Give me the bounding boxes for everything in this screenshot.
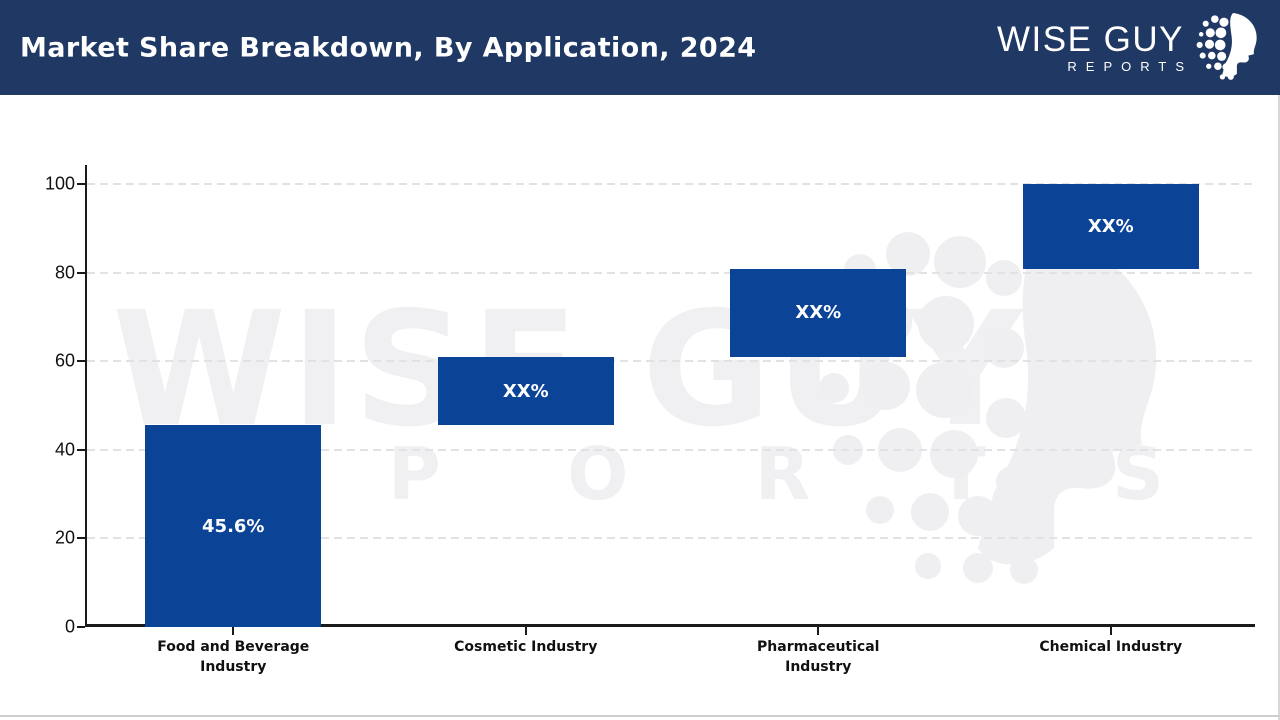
x-axis-label-2: Cosmetic Industry xyxy=(454,639,598,655)
y-axis-tick-80 xyxy=(77,271,85,274)
x-axis-label-3: Pharmaceutical Industry xyxy=(757,639,880,675)
x-axis-label-4: Chemical Industry xyxy=(1039,639,1183,655)
x-axis-tick-4 xyxy=(1109,627,1112,635)
x-axis-tick-2 xyxy=(524,627,527,635)
y-axis-label-0: 0 xyxy=(64,616,75,637)
y-axis-label-60: 60 xyxy=(54,350,75,371)
bar-value-label: 45.6% xyxy=(202,515,265,537)
y-axis-label-100: 100 xyxy=(44,173,75,194)
bar-segment-4: XX% xyxy=(1022,184,1199,269)
bar-value-label: XX% xyxy=(795,302,842,324)
logo-brand-subtitle: REPORTS xyxy=(1067,59,1193,75)
bar-segment-1: 45.6% xyxy=(145,425,322,627)
wiseguy-head-icon xyxy=(1196,13,1257,80)
x-axis-tick-3 xyxy=(817,627,820,635)
y-axis-label-40: 40 xyxy=(54,439,75,460)
bar-value-label: XX% xyxy=(1087,216,1134,237)
bottom-divider xyxy=(0,715,1280,717)
y-axis-tick-20 xyxy=(77,537,85,540)
gridline-60 xyxy=(87,360,1255,363)
wiseguy-logo-text: WISE GUY REPORTS xyxy=(996,19,1184,75)
wiseguy-logo: WISE GUY REPORTS xyxy=(997,8,1266,88)
x-axis-label-1: Food and Beverage Industry xyxy=(157,639,310,675)
y-axis-tick-60 xyxy=(77,360,85,363)
plot-area: 0 20 40 60 80 100 45.6% Food and Beverage Indus… xyxy=(45,165,1255,675)
gridline-80 xyxy=(87,271,1255,274)
gridline-100 xyxy=(87,183,1255,186)
bar-segment-3: XX% xyxy=(730,268,907,358)
chart-title: Market Share Breakdown, By Application, … xyxy=(20,32,757,63)
bar-segment-2: XX% xyxy=(437,357,614,426)
header-banner: Market Share Breakdown, By Application, … xyxy=(0,0,1280,95)
gridline-40 xyxy=(87,448,1255,451)
x-axis-tick-1 xyxy=(232,627,235,635)
gridline-20 xyxy=(87,537,1255,540)
y-axis-tick-100 xyxy=(77,183,85,186)
y-axis-label-80: 80 xyxy=(54,262,75,283)
logo-brand-name: WISE GUY xyxy=(996,19,1184,59)
bar-value-label: XX% xyxy=(502,380,549,402)
y-axis-tick-40 xyxy=(77,448,85,451)
y-axis-tick-0 xyxy=(77,626,85,628)
y-axis-label-20: 20 xyxy=(54,527,75,548)
